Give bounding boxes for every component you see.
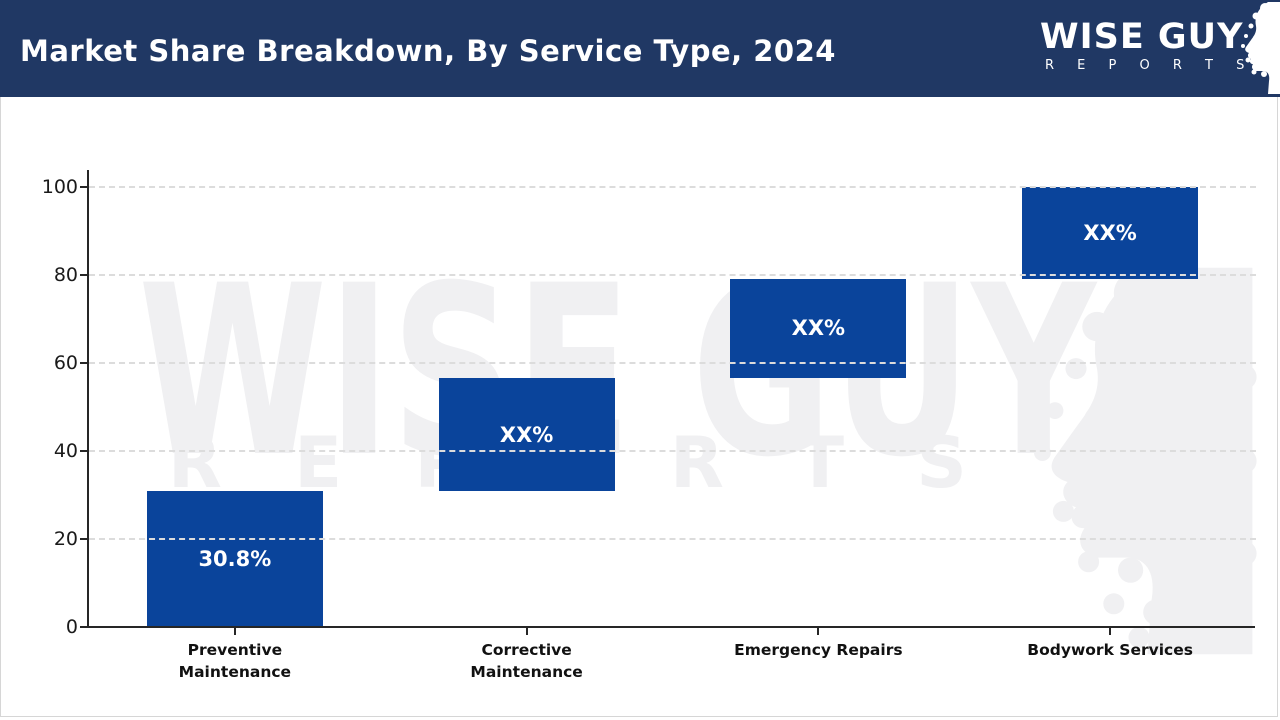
y-tick-label: 100 xyxy=(41,176,78,198)
logo-text-reports: R E P O R T S xyxy=(1045,58,1254,73)
watermark-dotted-face xyxy=(1034,267,1257,655)
x-category-label-line: Corrective xyxy=(481,641,572,659)
x-category-label-line: Bodywork Services xyxy=(1027,641,1193,659)
bar xyxy=(438,377,615,492)
y-axis-tick xyxy=(80,186,88,188)
bar xyxy=(730,278,907,378)
bar-value-label: XX% xyxy=(499,422,554,447)
y-axis-tick xyxy=(80,274,88,276)
grid-line xyxy=(89,186,1256,188)
y-axis-tick xyxy=(80,538,88,540)
bar-value-label: XX% xyxy=(791,316,846,341)
x-axis-tick xyxy=(233,628,236,635)
x-axis-tick xyxy=(817,628,820,635)
x-category-label: Bodywork Services xyxy=(1015,640,1205,662)
grid-line xyxy=(89,450,1256,452)
bar xyxy=(1022,187,1199,279)
page-title: Market Share Breakdown, By Service Type,… xyxy=(20,34,836,68)
x-axis-tick xyxy=(525,628,528,635)
x-category-label-line: Emergency Repairs xyxy=(734,641,903,659)
x-category-label-line: Maintenance xyxy=(470,662,583,681)
x-axis-line xyxy=(87,626,1255,628)
x-category-label: Preventive Maintenance xyxy=(140,640,330,683)
wise-guy-reports-logo: WISE GUY R E P O R T S xyxy=(1040,17,1254,73)
logo-dotted-face-icon xyxy=(1241,2,1280,94)
y-tick-label: 80 xyxy=(53,264,78,286)
y-tick-label: 0 xyxy=(65,616,78,638)
chart-panel-border xyxy=(0,97,1278,717)
x-category-label: Corrective Maintenance xyxy=(432,640,622,683)
bar-value-label: 30.8% xyxy=(198,547,272,572)
y-tick-label: 60 xyxy=(53,352,78,374)
x-category-label-line: Preventive xyxy=(187,641,283,659)
header-bar xyxy=(0,0,1280,97)
y-axis-tick xyxy=(80,450,88,452)
grid-line xyxy=(89,538,1256,540)
grid-line xyxy=(89,274,1256,276)
y-tick-label: 40 xyxy=(53,440,78,462)
x-category-label-line: Maintenance xyxy=(178,662,292,681)
y-axis-line xyxy=(87,170,89,628)
y-axis-tick xyxy=(80,626,88,628)
bar-value-label: XX% xyxy=(1083,220,1137,245)
x-axis-tick xyxy=(1109,628,1112,635)
y-tick-label: 20 xyxy=(53,528,78,550)
x-category-label: Emergency Repairs xyxy=(723,640,913,662)
y-axis-tick xyxy=(80,362,88,364)
bar xyxy=(146,491,323,627)
logo-text-wise-guy: WISE GUY xyxy=(1040,17,1244,57)
grid-line xyxy=(89,362,1256,364)
